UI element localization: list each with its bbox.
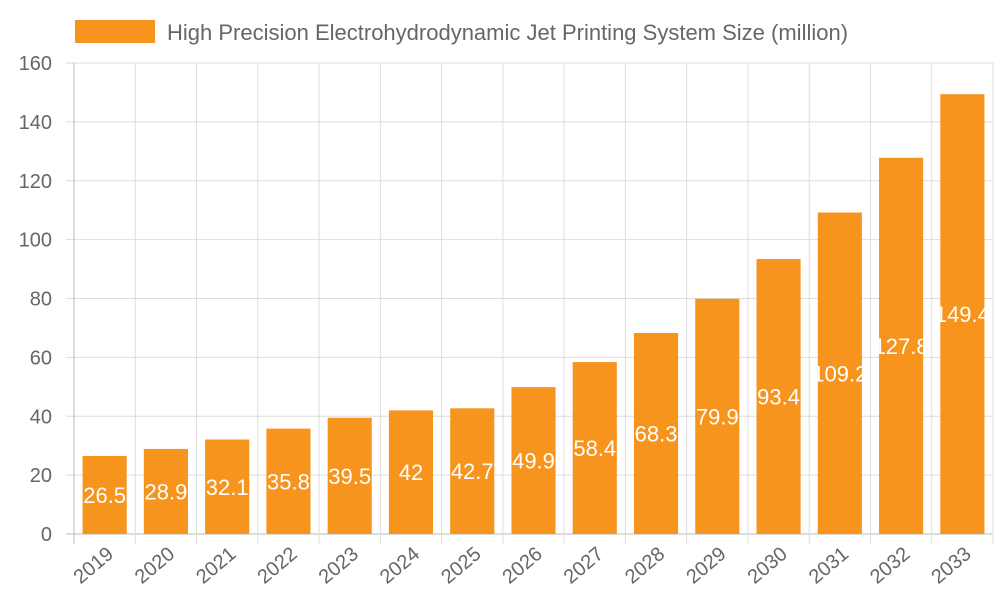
bar (817, 212, 862, 535)
x-tick-label: 2026 (498, 543, 546, 588)
x-tick-label: 2023 (315, 543, 363, 588)
y-tick-label: 160 (19, 53, 52, 75)
data-label: 127.8 (874, 334, 929, 359)
bar (879, 157, 924, 534)
bar (572, 362, 617, 534)
bars (82, 94, 985, 535)
bar (327, 417, 372, 534)
x-axis: 2019 2020 2021 2022 2023 2024 2025 2026 2027 2028… (70, 543, 976, 588)
data-label: 58.4 (573, 436, 616, 461)
bar (143, 448, 188, 534)
y-tick-label: 60 (30, 347, 52, 369)
x-tick-label: 2021 (192, 543, 240, 588)
y-tick-label: 140 (19, 112, 52, 134)
data-label: 42 (399, 460, 423, 485)
data-label: 32.1 (206, 475, 249, 500)
bar (82, 455, 127, 534)
y-axis: 0 20 40 60 80 100 120 140 160 (19, 53, 52, 546)
x-tick-label: 2022 (253, 543, 301, 588)
x-tick-label: 2031 (805, 543, 853, 588)
bar (695, 298, 740, 534)
x-tick-label: 2020 (131, 543, 179, 588)
data-label: 79.9 (696, 404, 739, 429)
data-labels: 26.5 28.9 32.1 35.8 39.5 42 42.7 49.9 58.4 68.3 79… (83, 302, 990, 508)
x-tick-label: 2019 (70, 543, 118, 588)
data-label: 149.4 (935, 302, 990, 327)
data-label: 39.5 (328, 464, 371, 489)
y-tick-label: 20 (30, 465, 52, 487)
x-tick-label: 2024 (376, 543, 424, 588)
x-tick-label: 2027 (560, 543, 608, 588)
y-tick-label: 80 (30, 289, 52, 311)
bar (940, 94, 985, 535)
bar (511, 387, 556, 534)
x-tick-label: 2032 (866, 543, 914, 588)
x-tick-label: 2028 (621, 543, 669, 588)
bar (266, 428, 311, 534)
legend[interactable]: High Precision Electrohydrodynamic Jet P… (75, 20, 848, 45)
data-label: 42.7 (451, 459, 494, 484)
data-label: 49.9 (512, 449, 555, 474)
bar (633, 332, 679, 534)
data-label: 93.4 (757, 385, 800, 410)
bar (388, 410, 434, 534)
y-tick-label: 120 (19, 171, 52, 193)
data-label: 26.5 (83, 483, 126, 508)
legend-label: High Precision Electrohydrodynamic Jet P… (167, 20, 848, 45)
x-tick-label: 2025 (437, 543, 485, 588)
data-label: 109.2 (812, 361, 867, 386)
grid (66, 62, 994, 544)
y-tick-label: 0 (41, 524, 52, 546)
y-tick-label: 100 (19, 230, 52, 252)
x-tick-label: 2029 (682, 543, 730, 588)
data-label: 28.9 (144, 479, 187, 504)
x-tick-label: 2033 (927, 543, 975, 588)
data-label: 68.3 (635, 421, 678, 446)
bar (205, 439, 250, 534)
bar (450, 408, 495, 534)
legend-swatch (75, 20, 155, 43)
y-tick-label: 40 (30, 406, 52, 428)
x-tick-label: 2030 (744, 543, 792, 588)
bar (756, 259, 801, 534)
data-label: 35.8 (267, 469, 310, 494)
